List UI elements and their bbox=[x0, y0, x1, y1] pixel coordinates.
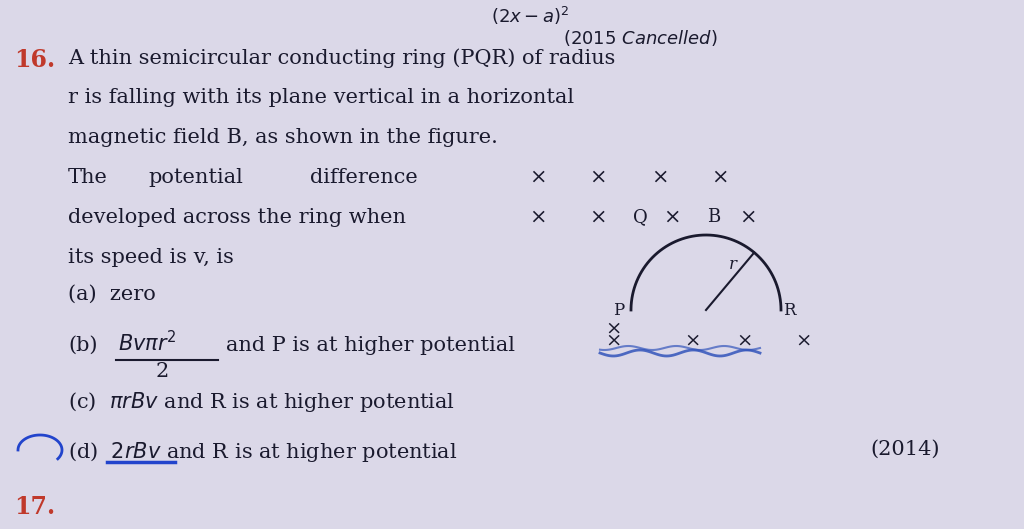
Text: ×: × bbox=[605, 332, 622, 350]
Text: R: R bbox=[783, 302, 796, 319]
Text: (c)  $\pi rBv$ and R is at higher potential: (c) $\pi rBv$ and R is at higher potenti… bbox=[68, 390, 455, 414]
Text: ×: × bbox=[589, 168, 607, 187]
Text: r is falling with its plane vertical in a horizontal: r is falling with its plane vertical in … bbox=[68, 88, 574, 107]
Text: ×: × bbox=[651, 168, 669, 187]
Text: ×: × bbox=[739, 208, 757, 227]
Text: ×: × bbox=[589, 208, 607, 227]
Text: potential: potential bbox=[148, 168, 243, 187]
Text: (b): (b) bbox=[68, 336, 97, 355]
Text: (2014): (2014) bbox=[870, 440, 939, 459]
Text: Q: Q bbox=[633, 208, 647, 226]
Text: $Bv\pi r^2$: $Bv\pi r^2$ bbox=[118, 330, 177, 355]
Text: ×: × bbox=[736, 332, 753, 350]
Text: ×: × bbox=[605, 320, 622, 338]
Text: difference: difference bbox=[310, 168, 418, 187]
Text: magnetic field B, as shown in the figure.: magnetic field B, as shown in the figure… bbox=[68, 128, 498, 147]
Text: ×: × bbox=[712, 168, 729, 187]
Text: 2: 2 bbox=[156, 362, 169, 381]
Text: developed across the ring when: developed across the ring when bbox=[68, 208, 406, 227]
Text: 16.: 16. bbox=[14, 48, 55, 72]
Text: its speed is v, is: its speed is v, is bbox=[68, 248, 233, 267]
Text: $(2015\ Cancelled)$: $(2015\ Cancelled)$ bbox=[563, 28, 717, 48]
Text: ×: × bbox=[795, 332, 811, 350]
Text: and P is at higher potential: and P is at higher potential bbox=[226, 336, 515, 355]
Text: ×: × bbox=[684, 332, 700, 350]
Text: (d)  $2rBv$ and R is at higher potential: (d) $2rBv$ and R is at higher potential bbox=[68, 440, 458, 464]
Text: ×: × bbox=[529, 208, 547, 227]
Text: (a)  zero: (a) zero bbox=[68, 285, 156, 304]
Text: P: P bbox=[613, 302, 625, 319]
Text: $(2x-a)^2$: $(2x-a)^2$ bbox=[490, 5, 569, 27]
Text: ×: × bbox=[664, 208, 681, 227]
Text: 17.: 17. bbox=[14, 495, 55, 519]
Text: A thin semicircular conducting ring (PQR) of radius: A thin semicircular conducting ring (PQR… bbox=[68, 48, 615, 68]
Text: ×: × bbox=[529, 168, 547, 187]
Text: The: The bbox=[68, 168, 108, 187]
Text: r: r bbox=[728, 257, 736, 273]
Text: B: B bbox=[708, 208, 721, 226]
